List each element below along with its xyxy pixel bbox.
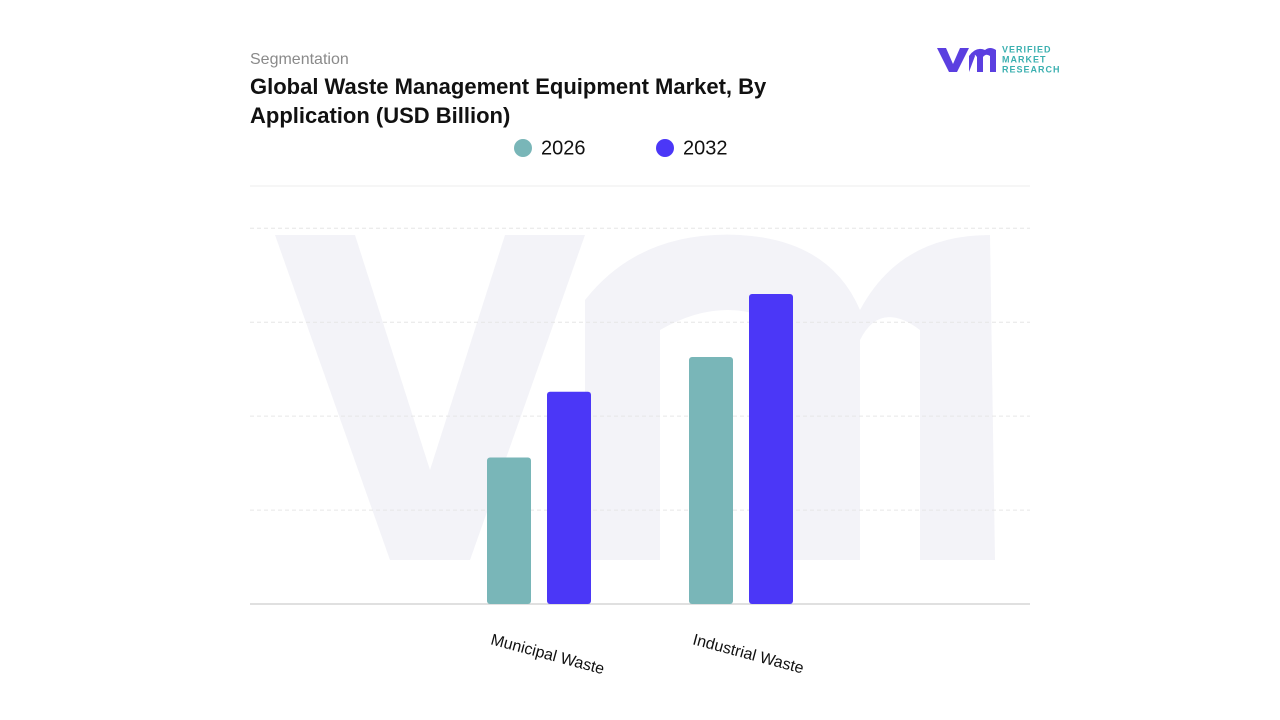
logo: VERIFIED MARKET RESEARCH [937,44,1061,74]
bar [749,294,793,604]
logo-text: MARKET [1002,54,1047,64]
legend-label: 2032 [683,137,728,159]
bar [547,391,591,604]
bar [689,356,733,604]
watermark [275,234,995,560]
legend-marker [656,139,674,157]
logo-text: RESEARCH [1002,64,1061,74]
chart-title: Global Waste Management Equipment Market… [250,74,767,128]
legend-marker [514,139,532,157]
x-tick-label: Municipal Waste [489,632,606,679]
logo-text: VERIFIED [1002,44,1052,54]
x-tick-label: Industrial Waste [691,632,806,678]
subtitle: Segmentation [250,51,349,68]
legend-label: 2026 [541,137,586,159]
bar [487,457,531,604]
title-box: Global Waste Management Equipment Market… [250,74,767,128]
